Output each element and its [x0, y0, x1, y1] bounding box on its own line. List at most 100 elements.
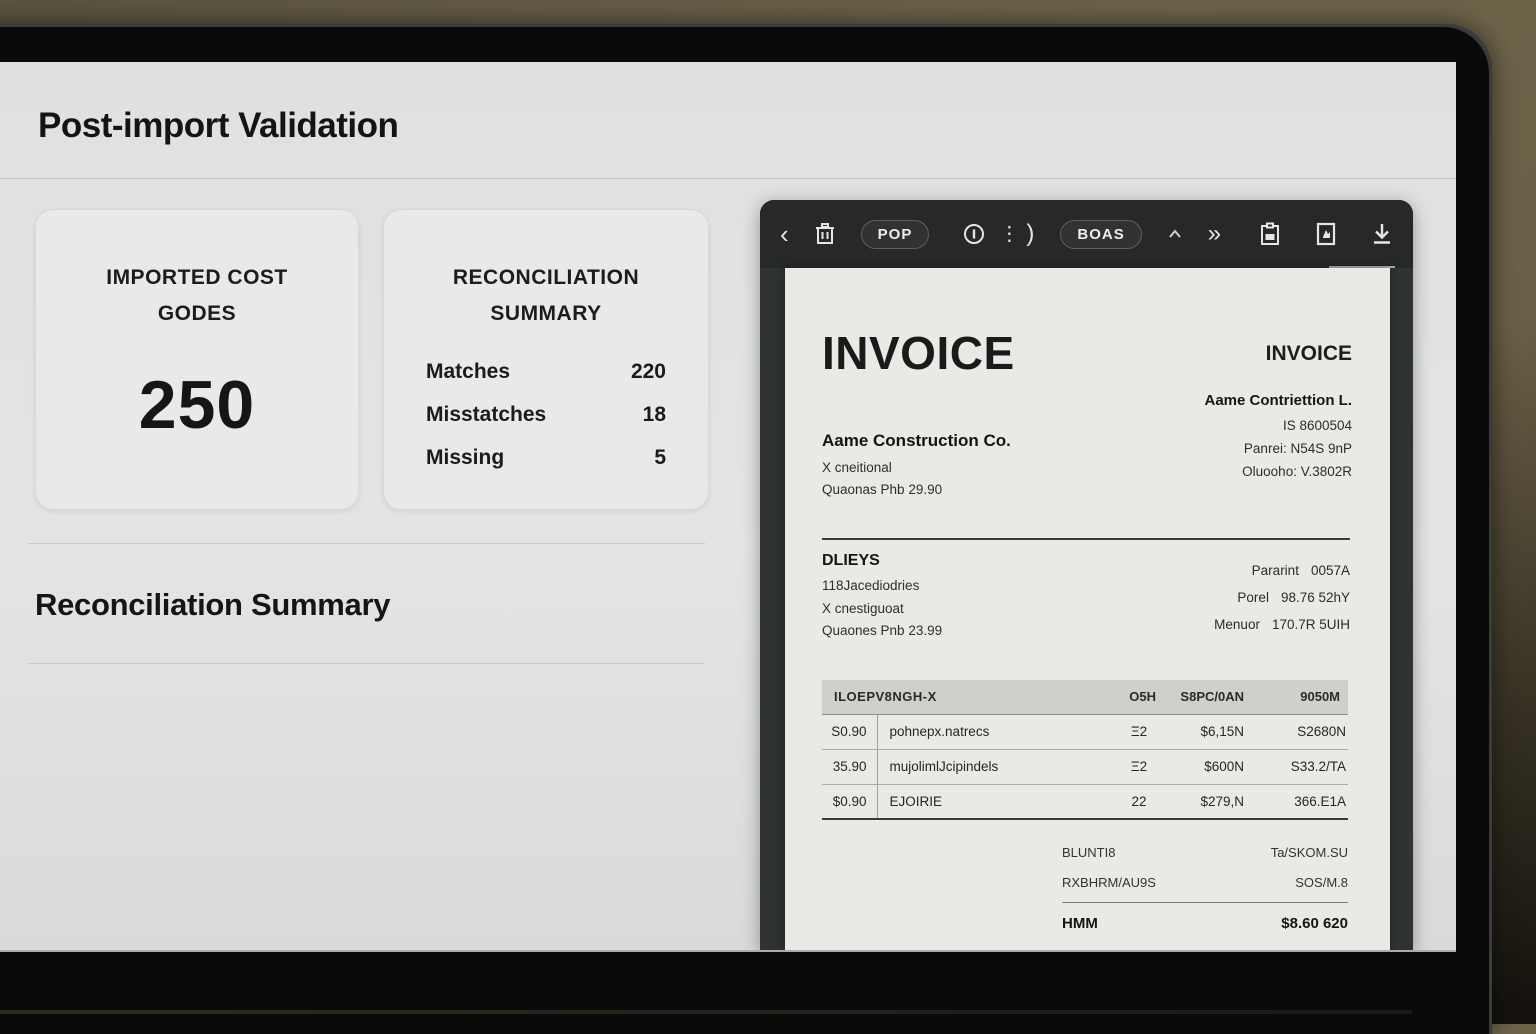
app-screen: Post-import Validation IMPORTED COST GOD… — [0, 62, 1456, 950]
invoice-meta-block: Pararint 0057A Porel 98.76 52hY Menuor 170.… — [1214, 557, 1350, 638]
col-header-description: ILOEPV8NGH-X — [822, 680, 1114, 715]
billto-name: Aame Contriettion L. — [1204, 392, 1352, 409]
cell-rate: 35.90 — [822, 749, 878, 785]
back-glyph: ‹ — [780, 219, 789, 249]
dots-glyph: ⋮ — [999, 223, 1022, 245]
invoice-page: INVOICE INVOICE Aame Contriettion L. IS … — [785, 268, 1390, 950]
col-header-total: 9050M — [1252, 680, 1348, 715]
export-image-icon-svg — [1316, 222, 1336, 246]
invoice-title-small: INVOICE — [1265, 342, 1352, 365]
header-divider — [0, 178, 1456, 179]
reconciliation-card-title-line2: SUMMARY — [490, 302, 602, 325]
totals-row-tax: RXBHRM/AU9S SOS/M.8 — [1062, 868, 1348, 898]
reconciliation-card-title: RECONCILIATION SUMMARY — [453, 260, 639, 332]
section-heading: Reconciliation Summary — [35, 587, 391, 622]
page-title: Post-import Validation — [38, 106, 399, 145]
invoice-totals-block: BLUNTI8 Ta/SKOM.SU RXBHRM/AU9S SOS/M.8 H… — [1062, 838, 1348, 939]
totals-value: Ta/SKOM.SU — [1270, 845, 1348, 860]
invoice-shipto-block: DLIEYS 118Jacediodries X cnestiguoat Qua… — [822, 552, 942, 643]
stat-label: Missing — [426, 446, 505, 469]
invoice-billto-block: Aame Contriettion L. IS 8600504 Panrei: … — [1204, 392, 1352, 483]
pdf-format-button[interactable]: POP — [860, 219, 930, 249]
pdf-viewer-panel: ‹ POP — [760, 200, 1413, 950]
totals-label: RXBHRM/AU9S — [1062, 875, 1156, 890]
meta-label: Menuor — [1214, 617, 1260, 632]
table-row: $0.90 EJOIRIE 22 $279,N 366.E1A — [822, 784, 1348, 820]
export-image-icon[interactable] — [1315, 222, 1337, 246]
totals-row-subtotal: BLUNTI8 Ta/SKOM.SU — [1062, 838, 1348, 868]
pdf-document-area[interactable]: INVOICE INVOICE Aame Contriettion L. IS … — [760, 268, 1413, 950]
table-row: S0.90 pohnepx.natrecs Ξ2 $6,15N S2680N — [822, 714, 1348, 750]
cell-description: EJOIRIE — [877, 784, 1114, 820]
cell-price: $279,N — [1164, 784, 1252, 820]
col-header-price: S8PC/0AN — [1164, 680, 1252, 715]
col-header-qty: O5H — [1114, 680, 1164, 715]
caret-up-icon-svg — [1168, 229, 1181, 238]
caret-up-icon[interactable] — [1168, 229, 1182, 239]
cell-qty: 22 — [1114, 784, 1164, 820]
cell-price: $600N — [1164, 749, 1252, 785]
trash-icon-svg — [815, 223, 834, 244]
shipto-line1: 118Jacediodries — [822, 578, 920, 593]
cell-description: mujolimlJcipindels — [877, 749, 1114, 785]
reconciliation-summary-card: RECONCILIATION SUMMARY Matches 220 Misst… — [383, 209, 709, 510]
cell-amount: S2680N — [1252, 714, 1348, 750]
imported-cost-codes-card: IMPORTED COST GODES 250 — [35, 209, 359, 510]
double-chevron-right-icon[interactable]: » — [1208, 222, 1221, 246]
cell-rate: $0.90 — [822, 784, 878, 820]
delete-icon[interactable] — [815, 223, 835, 245]
invoice-divider — [822, 538, 1350, 540]
cell-qty: Ξ2 — [1114, 749, 1164, 785]
imported-card-title: IMPORTED COST GODES — [106, 260, 288, 332]
paren-glyph: ) — [1026, 220, 1035, 247]
forward-glyph: » — [1207, 220, 1222, 247]
download-icon[interactable] — [1371, 222, 1393, 246]
stat-label: Matches — [426, 360, 511, 383]
clipboard-icon[interactable] — [1259, 222, 1281, 246]
stat-row-mismatches: Misstatches 18 — [426, 403, 666, 427]
table-row: 35.90 mujolimlJcipindels Ξ2 $600N S33.2/… — [822, 749, 1348, 785]
invoice-line-items-table: ILOEPV8NGH-X O5H S8PC/0AN 9050M S0.90 po… — [822, 680, 1348, 820]
pdf-toolbar: ‹ POP — [760, 200, 1413, 268]
meta-value: 0057A — [1310, 563, 1350, 578]
stat-value: 18 — [642, 403, 666, 426]
boas-button[interactable]: BOAS — [1060, 219, 1142, 249]
invoice-title: INVOICE — [822, 327, 1015, 379]
info-icon[interactable] — [963, 223, 985, 245]
grand-total-row: HMM $8.60 620 — [1062, 909, 1348, 939]
imported-card-title-line1: IMPORTED COST — [106, 266, 288, 289]
shipto-line3: Quaones Pnb 23.99 — [822, 623, 943, 638]
stat-value: 5 — [654, 446, 666, 469]
cell-price: $6,15N — [1164, 714, 1252, 750]
meta-value: 170.7R 5UIH — [1271, 617, 1350, 632]
meta-label: Pararint — [1251, 563, 1299, 578]
totals-label: BLUNTI8 — [1062, 845, 1116, 860]
stat-row-missing: Missing 5 — [426, 446, 666, 470]
stat-row-matches: Matches 220 — [426, 360, 666, 384]
meta-label: Porel — [1237, 590, 1269, 605]
reconciliation-card-title-line1: RECONCILIATION — [452, 266, 640, 289]
cell-qty: Ξ2 — [1114, 714, 1164, 750]
billto-line2: Panrei: N54S 9nP — [1243, 441, 1352, 456]
overflow-menu-icon[interactable]: ⋮ ) — [999, 222, 1034, 246]
shipto-name: DLIEYS — [822, 552, 880, 569]
totals-divider — [1062, 902, 1348, 903]
company-line2: Quaonas Phb 29.90 — [822, 482, 943, 497]
company-name: Aame Construction Co. — [822, 431, 1011, 450]
company-line1: X cneitional — [822, 460, 892, 475]
invoice-company-block: Aame Construction Co. X cneitional Quaon… — [822, 431, 1011, 501]
totals-value: SOS/M.8 — [1295, 875, 1348, 890]
reconciliation-stats-list: Matches 220 Misstatches 18 Missing 5 — [384, 360, 708, 489]
cell-description: pohnepx.natrecs — [877, 714, 1114, 750]
shipto-line2: X cnestiguoat — [822, 600, 904, 616]
back-icon[interactable]: ‹ — [780, 221, 789, 247]
stat-value: 220 — [630, 360, 666, 383]
cell-amount: 366.E1A — [1252, 784, 1348, 820]
stat-label: Misstatches — [426, 403, 547, 426]
meta-row: Pararint 0057A — [1214, 557, 1350, 584]
meta-value: 98.76 52hY — [1280, 590, 1350, 605]
pdf-format-button-label: POP — [877, 225, 913, 243]
cell-amount: S33.2/TA — [1252, 749, 1348, 785]
info-icon-svg — [964, 224, 985, 244]
boas-button-label: BOAS — [1077, 225, 1125, 243]
